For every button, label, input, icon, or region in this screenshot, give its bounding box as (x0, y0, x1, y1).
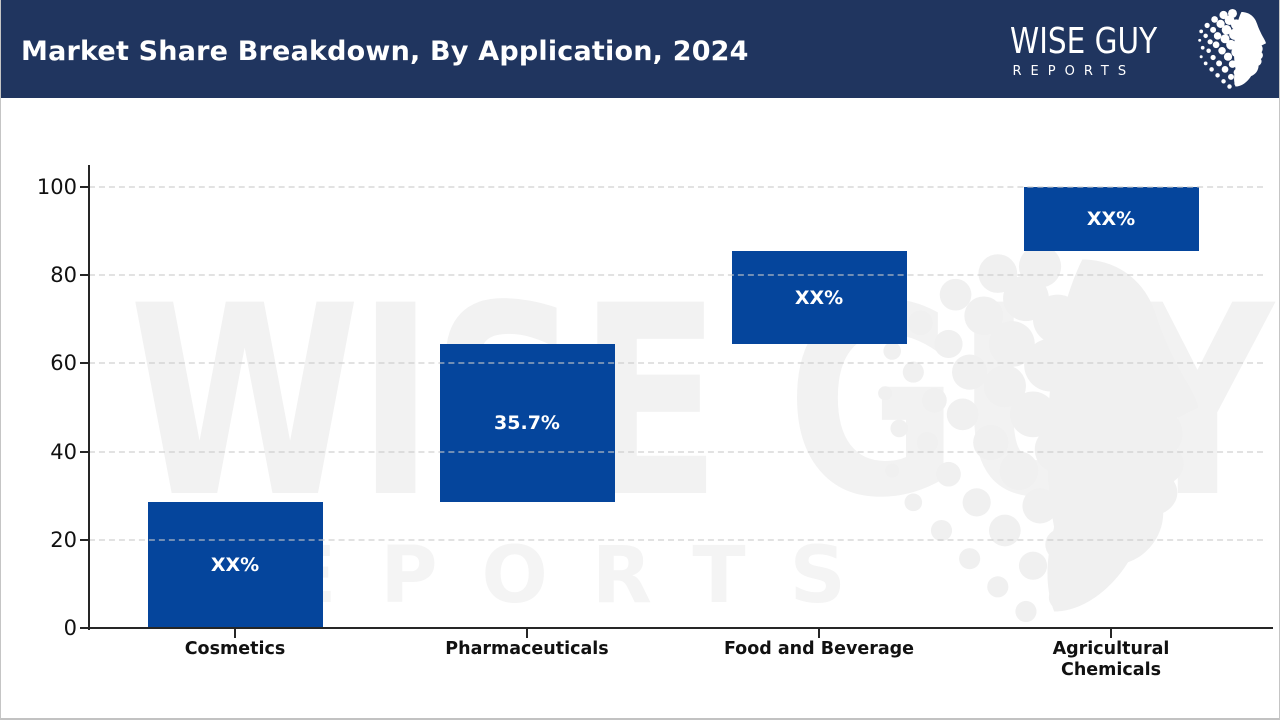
bar-segment: XX% (147, 501, 323, 628)
y-axis-tick (80, 274, 89, 277)
x-axis-category-label-line: Cosmetics (184, 639, 286, 659)
y-axis-line (88, 165, 90, 630)
gridline (89, 186, 1263, 189)
y-axis-tick (80, 362, 89, 365)
bar-segment: XX% (1023, 187, 1199, 251)
x-axis-category-label: Food and Beverage (709, 639, 929, 660)
x-axis-category-label: Pharmaceuticals (417, 639, 637, 660)
x-axis-category-label: Agricultural Chemicals (1001, 639, 1221, 681)
logo-wordmark-line2: REPORTS (1012, 64, 1136, 79)
y-axis-tick-label: 40 (50, 439, 77, 464)
bar-value-label: XX% (1086, 208, 1136, 231)
gridline (89, 274, 1263, 277)
chart-title: Market Share Breakdown, By Application, … (21, 36, 749, 67)
logo-wordmark-line1: WISE GUY (1009, 21, 1157, 62)
bar-segment: 35.7% (439, 344, 615, 502)
y-axis-tick (80, 450, 89, 453)
x-axis-tick (818, 629, 820, 638)
bar-value-label: XX% (210, 553, 260, 576)
header-bar: Market Share Breakdown, By Application, … (1, 0, 1279, 98)
x-axis-category-label: Cosmetics (125, 639, 345, 660)
x-axis-category-label-line: Pharmaceuticals (445, 639, 609, 659)
bar-value-label: 35.7% (494, 412, 560, 435)
x-axis-tick (234, 629, 236, 638)
x-axis-tick (526, 629, 528, 638)
logo-wordmark: WISE GUY REPORTS (1010, 21, 1190, 79)
x-axis-category-label-line: Food and Beverage (723, 639, 915, 659)
y-axis-tick-label: 100 (36, 175, 77, 200)
x-axis-category-label-line: Agricultural (1052, 639, 1170, 659)
y-axis-tick-label: 20 (50, 527, 77, 552)
x-axis-line (87, 627, 1273, 629)
y-axis-tick-label: 0 (63, 616, 77, 640)
gridline (89, 450, 1263, 453)
y-axis-tick-label: 60 (50, 351, 77, 376)
y-axis-tick (80, 538, 89, 541)
bar-value-label: XX% (794, 286, 844, 309)
x-axis-tick (1110, 629, 1112, 638)
wise-guy-reports-logo: WISE GUY REPORTS (1010, 8, 1270, 92)
y-axis-tick (80, 186, 89, 189)
y-axis-tick-label: 80 (50, 263, 77, 288)
y-axis-tick (80, 627, 89, 629)
bar-segment: XX% (731, 250, 907, 345)
x-axis-category-label-line: Chemicals (1060, 660, 1161, 680)
gridline (89, 538, 1263, 541)
gridline (89, 362, 1263, 365)
